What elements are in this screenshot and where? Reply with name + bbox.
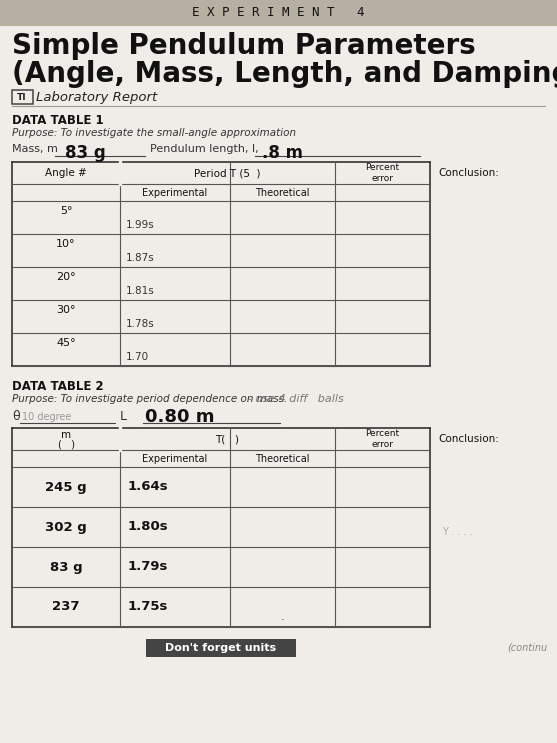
Text: Purpose: To investigate period dependence on mass.: Purpose: To investigate period dependenc… <box>12 394 287 404</box>
Text: Mass, m: Mass, m <box>12 144 58 154</box>
Text: Purpose: To investigate the small-angle approximation: Purpose: To investigate the small-angle … <box>12 128 296 138</box>
Text: 1.81s: 1.81s <box>126 286 155 296</box>
Text: 20°: 20° <box>56 272 76 282</box>
Text: 1.99s: 1.99s <box>126 220 155 230</box>
Text: 1.79s: 1.79s <box>128 560 168 574</box>
Text: 10 degree: 10 degree <box>22 412 71 422</box>
Text: E X P E R I M E N T   4: E X P E R I M E N T 4 <box>192 7 365 19</box>
Text: Experimental: Experimental <box>143 187 208 198</box>
Text: (   ): ( ) <box>57 440 75 450</box>
Text: 302 g: 302 g <box>45 521 87 533</box>
Text: - use 4 diff   balls: - use 4 diff balls <box>248 394 344 404</box>
Text: T(   ): T( ) <box>216 434 240 444</box>
Text: (continu: (continu <box>507 643 547 653</box>
Text: 1.80s: 1.80s <box>128 521 169 533</box>
FancyBboxPatch shape <box>12 89 32 103</box>
Text: Experimental: Experimental <box>143 453 208 464</box>
Text: DATA TABLE 2: DATA TABLE 2 <box>12 380 104 393</box>
Text: .: . <box>281 612 284 622</box>
Text: 1.64s: 1.64s <box>128 481 169 493</box>
Text: 83 g: 83 g <box>50 560 82 574</box>
Text: .8 m: .8 m <box>262 144 303 162</box>
Text: Pendulum length, l,: Pendulum length, l, <box>150 144 258 154</box>
Bar <box>0 0 557 26</box>
Text: 1.75s: 1.75s <box>128 600 168 614</box>
Text: TI: TI <box>17 92 27 102</box>
Text: m: m <box>61 430 71 441</box>
Text: Angle #: Angle # <box>45 168 87 178</box>
Text: 83 g: 83 g <box>65 144 106 162</box>
Text: 1.70: 1.70 <box>126 351 149 362</box>
Text: (Angle, Mass, Length, and Damping): (Angle, Mass, Length, and Damping) <box>12 60 557 88</box>
Text: 45°: 45° <box>56 338 76 348</box>
Text: Simple Pendulum Parameters: Simple Pendulum Parameters <box>12 32 476 60</box>
Text: Theoretical: Theoretical <box>255 187 310 198</box>
Text: Don't forget units: Don't forget units <box>165 643 277 653</box>
Text: 237: 237 <box>52 600 80 614</box>
Text: Theoretical: Theoretical <box>255 453 310 464</box>
Text: Conclusion:: Conclusion: <box>438 168 499 178</box>
Text: 245 g: 245 g <box>45 481 87 493</box>
Text: θ: θ <box>12 410 19 423</box>
Bar <box>146 639 296 657</box>
Text: DATA TABLE 1: DATA TABLE 1 <box>12 114 104 127</box>
Text: L: L <box>120 410 127 423</box>
Text: 1.87s: 1.87s <box>126 253 155 263</box>
Text: 30°: 30° <box>56 305 76 315</box>
Text: Percent
error: Percent error <box>365 429 399 449</box>
Text: 1.78s: 1.78s <box>126 319 155 328</box>
Text: Y . . . .: Y . . . . <box>442 527 472 537</box>
Text: 0.80 m: 0.80 m <box>145 408 214 426</box>
Text: 10°: 10° <box>56 239 76 249</box>
Text: Period T (5  ): Period T (5 ) <box>194 168 261 178</box>
Text: 5°: 5° <box>60 206 72 216</box>
Text: Percent
error: Percent error <box>365 163 399 183</box>
Text: Conclusion:: Conclusion: <box>438 434 499 444</box>
Text: Laboratory Report: Laboratory Report <box>36 91 157 103</box>
